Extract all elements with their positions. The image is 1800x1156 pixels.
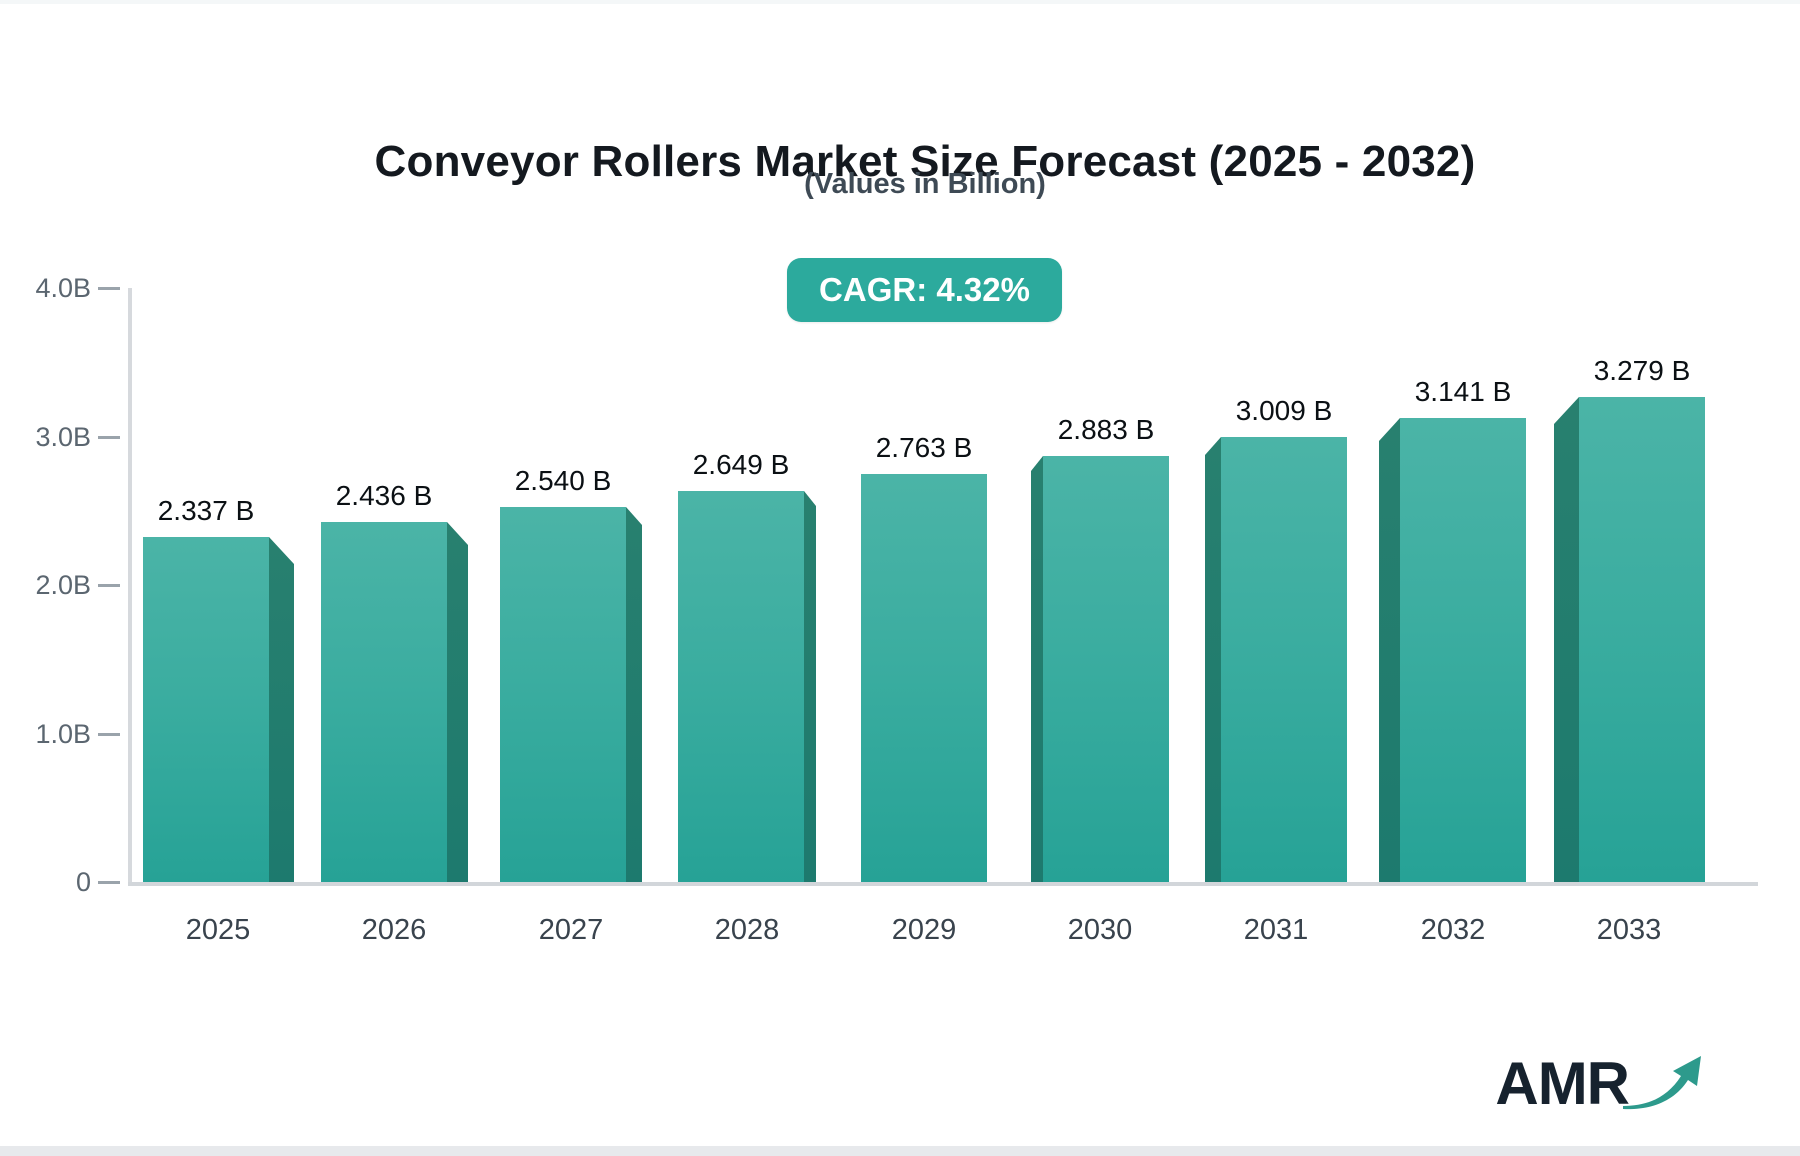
y-tick-label: 2.0B <box>35 570 91 600</box>
bar-face <box>1579 397 1705 884</box>
bar-face <box>321 522 447 884</box>
bar-2030 <box>1031 456 1169 884</box>
bar-value-label: 2.436 B <box>335 480 433 511</box>
bar-side-face <box>447 522 468 884</box>
y-tick-label: 1.0B <box>35 718 91 749</box>
bar-face <box>143 537 269 884</box>
y-tick-label: 0 <box>75 867 91 897</box>
y-tick-dash <box>98 435 120 439</box>
chart-subtitle: (Values in Billion) <box>804 168 1046 200</box>
bar-face <box>1043 456 1169 884</box>
x-year-label: 2028 <box>714 914 780 946</box>
bar-face <box>500 507 626 884</box>
growth-arrow-icon <box>1623 1056 1701 1110</box>
x-year-label: 2025 <box>185 914 251 946</box>
x-year-label: 2027 <box>538 914 604 946</box>
bar-face <box>861 474 987 884</box>
page-top-edge <box>0 0 1800 4</box>
x-axis-baseline <box>128 882 1758 886</box>
bar-value-label: 2.540 B <box>514 465 612 496</box>
x-year-label: 2031 <box>1243 914 1309 946</box>
x-year-label: 2026 <box>361 914 427 946</box>
x-year-label: 2030 <box>1067 914 1133 946</box>
bar-value-label: 3.141 B <box>1414 376 1512 407</box>
bar-2032 <box>1379 418 1526 884</box>
y-tick-dash <box>98 881 120 884</box>
cagr-badge-label: CAGR: 4.32% <box>819 271 1030 308</box>
bar-2031 <box>1205 437 1347 884</box>
brand-logo-text: AMR <box>1495 1050 1630 1117</box>
bar-side-face <box>1379 418 1400 884</box>
bar-2029 <box>861 474 987 884</box>
y-tick-dash <box>98 732 120 736</box>
cagr-badge: CAGR: 4.32% <box>787 258 1062 322</box>
y-tick-label: 3.0B <box>35 421 91 452</box>
bar-face <box>1400 418 1526 884</box>
bar-value-label: 2.883 B <box>1057 414 1155 445</box>
bar-side-face <box>804 491 816 884</box>
bar-2033 <box>1554 397 1705 884</box>
bar-face <box>678 491 804 884</box>
x-year-label: 2029 <box>891 914 957 946</box>
y-axis-line <box>128 288 132 886</box>
brand-logo: AMR <box>1495 1048 1705 1114</box>
bar-side-face <box>1031 456 1043 884</box>
y-tick-dash <box>98 584 120 587</box>
y-tick-dash <box>98 287 120 290</box>
bar-value-label: 3.009 B <box>1235 395 1333 426</box>
page-bottom-edge <box>0 1146 1800 1156</box>
bar-2025 <box>143 537 294 884</box>
bar-2027 <box>500 507 642 884</box>
bar-value-label: 2.763 B <box>875 432 973 463</box>
bar-side-face <box>1554 397 1579 884</box>
x-year-label: 2032 <box>1420 914 1486 946</box>
bar-side-face <box>269 537 294 884</box>
x-year-label: 2033 <box>1596 914 1662 946</box>
bar-value-label: 3.279 B <box>1593 355 1691 386</box>
bar-face <box>1221 437 1347 884</box>
bar-side-face <box>1205 437 1221 884</box>
y-tick-label: 4.0B <box>35 273 91 303</box>
bar-2026 <box>321 522 468 884</box>
bar-value-label: 2.337 B <box>157 495 255 526</box>
bar-2028 <box>678 491 816 884</box>
chart-title: Conveyor Rollers Market Size Forecast (2… <box>374 137 1476 187</box>
plot-area: 4.0B 3.0B 2.0B 1.0B 0 2.337 B 2.436 B 2.540 B 2… <box>35 273 1758 946</box>
bar-side-face <box>626 507 642 884</box>
bar-value-label: 2.649 B <box>692 449 790 480</box>
